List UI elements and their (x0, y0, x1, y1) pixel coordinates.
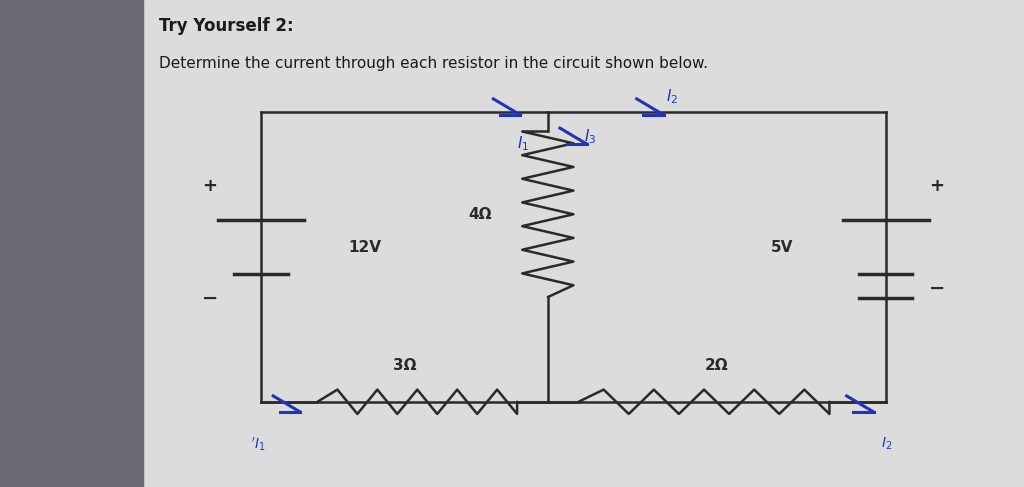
Text: Try Yourself 2:: Try Yourself 2: (159, 17, 293, 35)
Bar (0, 0, 143, 487)
Text: −: − (202, 289, 218, 308)
Text: $I_3$: $I_3$ (584, 127, 596, 146)
Text: +: + (930, 177, 944, 195)
Text: 5V: 5V (771, 240, 794, 255)
Text: 12V: 12V (348, 240, 381, 255)
Text: 3Ω: 3Ω (393, 357, 416, 373)
Text: +: + (203, 177, 217, 195)
Text: $I_2$: $I_2$ (666, 88, 678, 106)
Text: −: − (929, 279, 945, 298)
Text: $I_2$: $I_2$ (881, 436, 892, 452)
Text: 2Ω: 2Ω (705, 357, 729, 373)
Text: $'I_1$: $'I_1$ (251, 436, 265, 453)
Text: Determine the current through each resistor in the circuit shown below.: Determine the current through each resis… (159, 56, 708, 71)
Text: $I_1$: $I_1$ (517, 134, 529, 152)
Text: 4Ω: 4Ω (468, 207, 492, 222)
